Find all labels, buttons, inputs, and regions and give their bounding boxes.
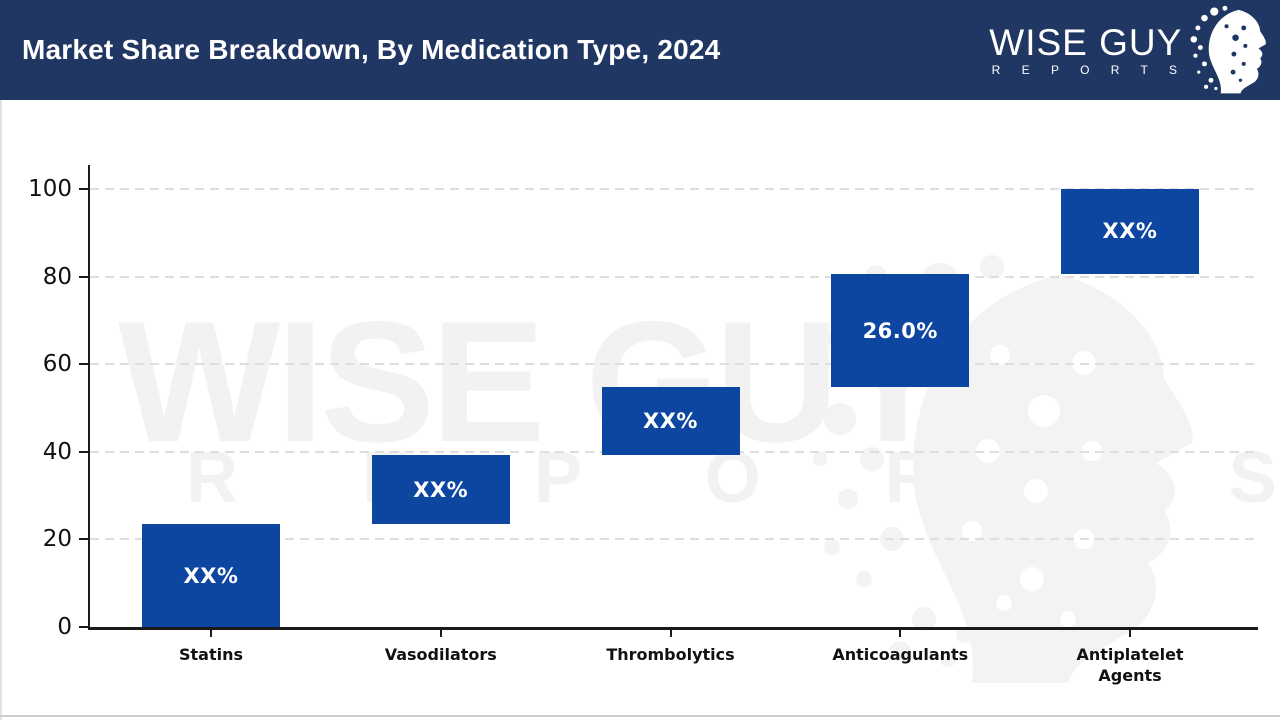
gridline (90, 538, 1258, 541)
brand-subtitle: R E P O R T S (991, 63, 1186, 77)
y-tick-label: 80 (42, 263, 72, 290)
x-tick (899, 630, 902, 637)
bar-value-label: 26.0% (862, 318, 938, 343)
gridline (90, 188, 1258, 191)
y-tick (79, 626, 88, 628)
y-axis-line (88, 165, 90, 630)
x-tick-label: Anticoagulants (832, 645, 969, 664)
x-axis-line (88, 627, 1258, 630)
y-tick (79, 450, 88, 453)
y-tick-label: 40 (42, 438, 72, 465)
x-tick (1129, 630, 1131, 637)
gridline (90, 275, 1258, 278)
footer-divider (0, 715, 1280, 717)
bar: 26.0% (831, 273, 970, 388)
brand-logo: WISE GUY R E P O R T S (986, 5, 1270, 95)
page-title: Market Share Breakdown, By Medication Ty… (22, 34, 721, 65)
y-tick-label: 0 (57, 614, 72, 640)
y-tick-label: 60 (42, 351, 72, 378)
head-profile-dots-icon (1186, 5, 1270, 95)
bar-value-label: XX% (413, 477, 469, 502)
y-tick (79, 188, 88, 191)
bar: XX% (371, 455, 510, 525)
bar: XX% (601, 387, 740, 455)
x-tick-label: Statins (178, 645, 243, 664)
x-tick (669, 630, 672, 637)
y-tick (79, 363, 88, 366)
bar-value-label: XX% (1102, 219, 1158, 244)
bar: XX% (142, 524, 280, 627)
bar: XX% (1061, 189, 1199, 274)
chart-plot-area: 0 20 40 60 80 100 XX% Statins XX% Vasodilators XX%… (28, 165, 1258, 685)
gridline (90, 363, 1258, 366)
x-tick-label: Vasodilators (384, 645, 497, 664)
brand-logo-text: WISE GUY R E P O R T S (986, 24, 1186, 76)
x-tick (439, 630, 442, 637)
x-tick-label: Antiplatelet Agents (1076, 645, 1184, 686)
header-bar: Market Share Breakdown, By Medication Ty… (0, 0, 1280, 100)
y-tick (79, 538, 88, 541)
y-tick-label: 100 (28, 176, 72, 203)
x-tick (210, 630, 212, 637)
brand-name: WISE GUY (989, 22, 1183, 63)
y-tick-label: 20 (42, 526, 72, 553)
x-tick-label: Thrombolytics (606, 645, 735, 664)
watermark-brand-text: WISE GUY (118, 286, 950, 478)
content-area (0, 100, 1280, 720)
bar-value-label: XX% (183, 563, 239, 588)
bar-value-label: XX% (643, 409, 698, 434)
y-tick (79, 275, 88, 278)
